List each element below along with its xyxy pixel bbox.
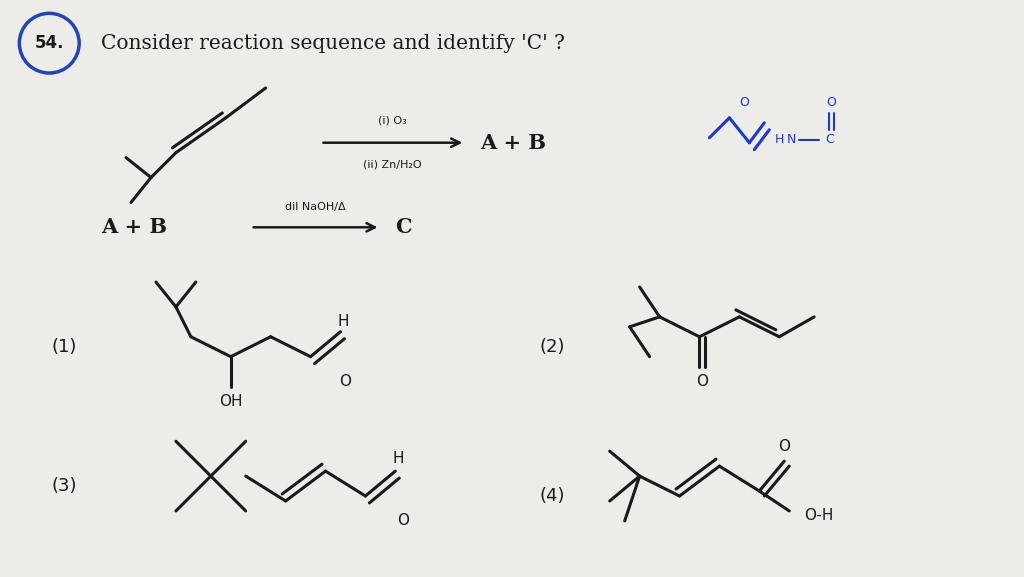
Text: (2): (2) bbox=[540, 338, 565, 355]
Text: Consider reaction sequence and identify 'C' ?: Consider reaction sequence and identify … bbox=[101, 33, 565, 53]
Text: O: O bbox=[826, 96, 836, 110]
Text: 54.: 54. bbox=[35, 34, 65, 52]
Text: H: H bbox=[392, 451, 404, 466]
Text: O: O bbox=[739, 96, 750, 110]
Text: C: C bbox=[395, 218, 412, 237]
Text: (i) O₃: (i) O₃ bbox=[378, 116, 407, 126]
Text: C: C bbox=[824, 133, 834, 146]
Text: O: O bbox=[397, 514, 410, 529]
Text: H: H bbox=[338, 314, 349, 329]
Text: O-H: O-H bbox=[804, 508, 834, 523]
Text: A + B: A + B bbox=[101, 218, 167, 237]
Text: (ii) Zn/H₂O: (ii) Zn/H₂O bbox=[364, 160, 422, 170]
Text: OH: OH bbox=[219, 394, 243, 409]
Text: O: O bbox=[778, 439, 791, 454]
Text: (3): (3) bbox=[51, 477, 77, 495]
Text: O: O bbox=[339, 374, 351, 389]
Text: O: O bbox=[696, 374, 709, 389]
Text: (4): (4) bbox=[540, 487, 565, 505]
Text: dil NaOH/Δ: dil NaOH/Δ bbox=[286, 203, 346, 212]
Text: A + B: A + B bbox=[480, 133, 546, 153]
Text: H: H bbox=[774, 133, 784, 146]
Text: N: N bbox=[786, 133, 796, 146]
Text: (1): (1) bbox=[51, 338, 77, 355]
